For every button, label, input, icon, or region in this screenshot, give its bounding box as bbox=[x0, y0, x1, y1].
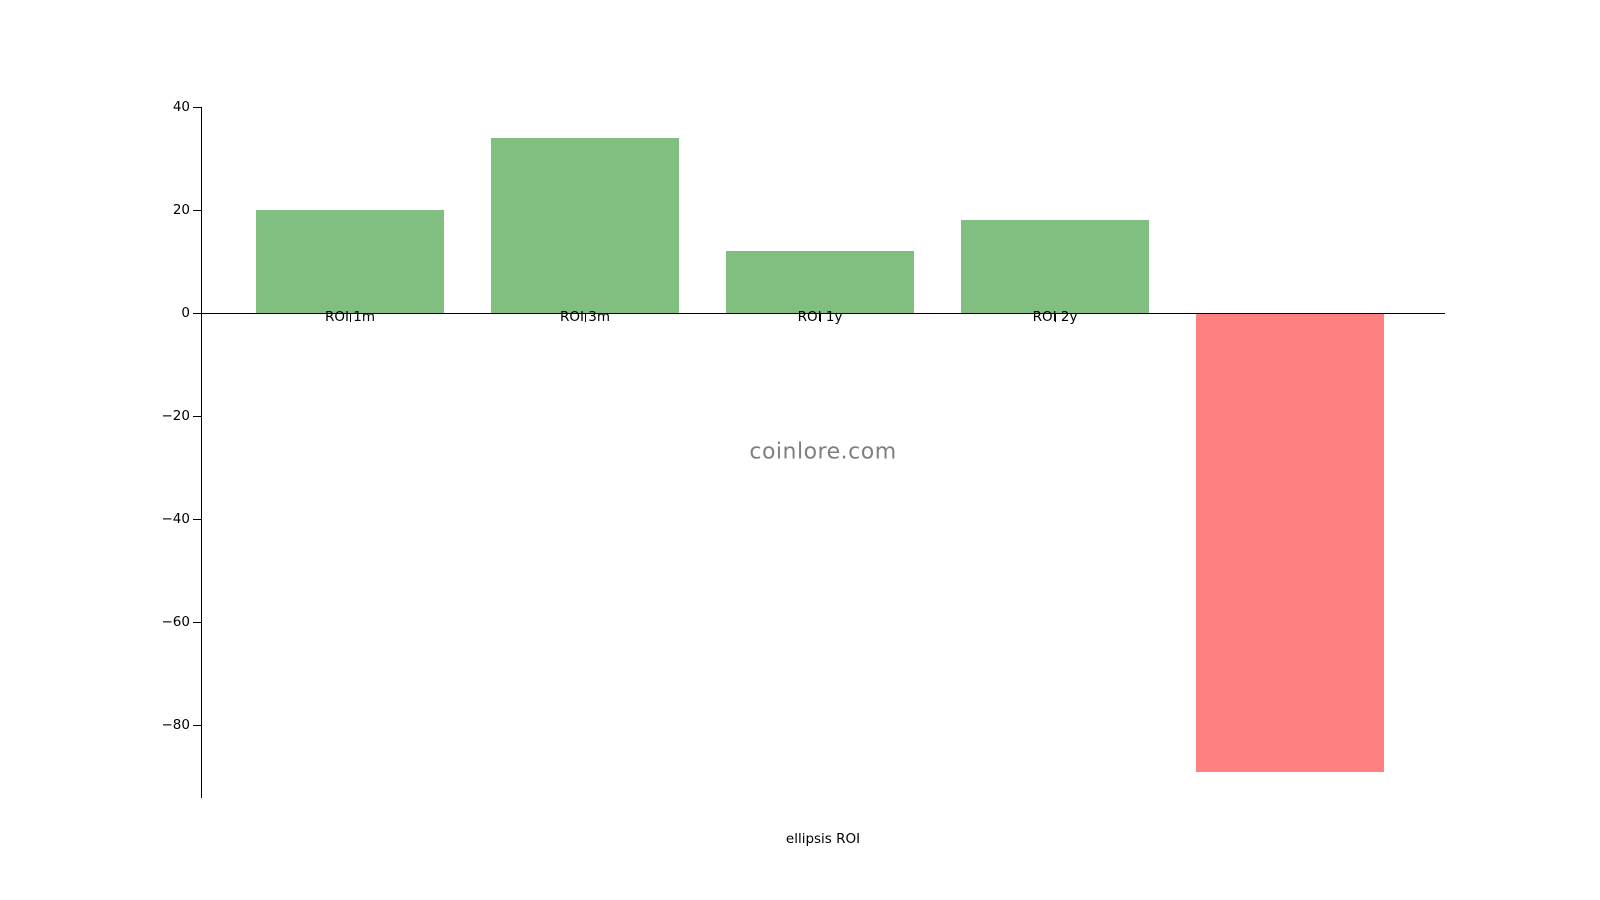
bar-roi-1y bbox=[726, 251, 914, 313]
y-tick-label: −40 bbox=[161, 510, 191, 527]
y-tick bbox=[193, 210, 201, 212]
bar-roi-3m bbox=[491, 138, 679, 313]
bar-unlabeled-4 bbox=[1196, 314, 1384, 772]
bar-roi-2y bbox=[961, 220, 1149, 313]
y-tick-label: −60 bbox=[161, 613, 191, 630]
y-tick bbox=[193, 415, 201, 417]
x-tick-label: ROI 1m bbox=[324, 309, 376, 325]
x-tick-label: ROI 1y bbox=[797, 309, 843, 325]
watermark: coinlore.com bbox=[749, 439, 897, 465]
y-tick-label: 0 bbox=[181, 305, 190, 321]
x-tick-label: ROI 3m bbox=[559, 309, 611, 325]
x-tick bbox=[350, 314, 351, 322]
x-tick-label: ROI 2y bbox=[1032, 309, 1078, 325]
y-tick-label: −20 bbox=[161, 407, 191, 424]
x-axis-line bbox=[201, 313, 1445, 314]
y-tick bbox=[193, 313, 201, 314]
bar-roi-1m bbox=[256, 210, 444, 313]
x-tick bbox=[1055, 314, 1056, 322]
y-tick-label: 40 bbox=[172, 99, 190, 116]
x-tick bbox=[820, 314, 821, 322]
y-tick bbox=[193, 621, 201, 623]
y-axis-spine bbox=[201, 107, 202, 798]
y-tick-label: 20 bbox=[172, 202, 190, 219]
y-tick bbox=[193, 107, 201, 109]
y-tick bbox=[193, 724, 201, 726]
x-tick bbox=[585, 314, 586, 322]
y-tick bbox=[193, 518, 201, 520]
x-axis-title: ellipsis ROI bbox=[785, 831, 861, 847]
y-tick-label: −80 bbox=[161, 716, 191, 733]
